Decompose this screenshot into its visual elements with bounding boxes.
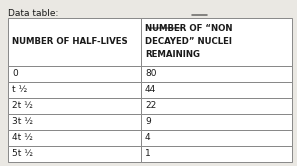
Text: DECAYED” NUCLEI: DECAYED” NUCLEI <box>145 37 232 46</box>
Bar <box>8 66 141 82</box>
Text: REMAINING: REMAINING <box>145 50 200 59</box>
Text: NUMBER OF HALF-LIVES: NUMBER OF HALF-LIVES <box>12 38 128 46</box>
Bar <box>8 146 141 162</box>
Text: 4t ½: 4t ½ <box>12 133 33 142</box>
Bar <box>8 130 141 146</box>
Bar <box>141 82 292 98</box>
Text: Data table:: Data table: <box>8 9 59 18</box>
Text: 0: 0 <box>12 70 18 79</box>
Bar <box>8 82 141 98</box>
Bar <box>141 98 292 114</box>
Text: 22: 22 <box>145 101 156 111</box>
Bar <box>141 146 292 162</box>
Bar <box>141 114 292 130</box>
Text: t ½: t ½ <box>12 85 27 94</box>
Text: 80: 80 <box>145 70 157 79</box>
Bar <box>8 18 141 66</box>
Bar <box>141 66 292 82</box>
Bar <box>141 130 292 146</box>
Bar <box>141 18 292 66</box>
Text: 3t ½: 3t ½ <box>12 118 33 126</box>
Bar <box>8 114 141 130</box>
Text: 9: 9 <box>145 118 151 126</box>
Text: NUMBER OF “NON: NUMBER OF “NON <box>145 24 233 33</box>
Text: 5t ½: 5t ½ <box>12 150 33 159</box>
Text: 4: 4 <box>145 133 151 142</box>
Text: 1: 1 <box>145 150 151 159</box>
Text: 2t ½: 2t ½ <box>12 101 33 111</box>
Bar <box>8 98 141 114</box>
Text: 44: 44 <box>145 85 156 94</box>
